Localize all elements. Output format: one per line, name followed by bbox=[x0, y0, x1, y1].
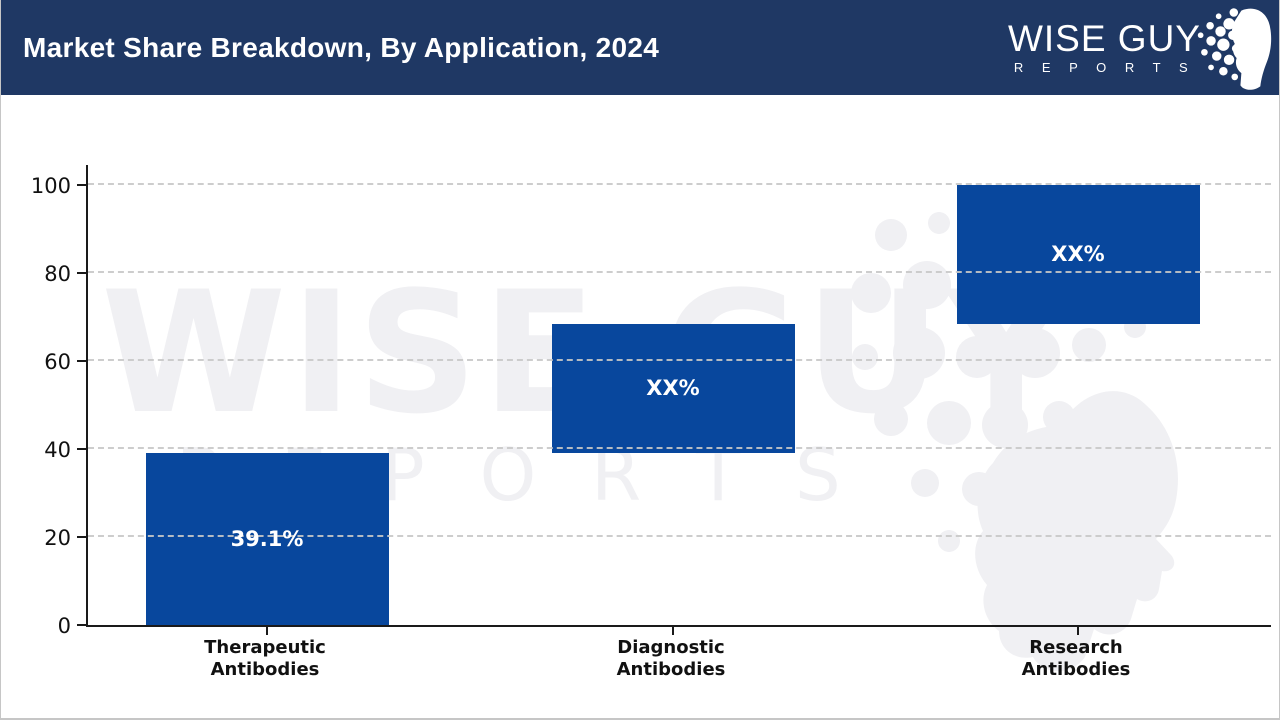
y-tickmark-0 bbox=[77, 624, 86, 626]
x-category-label-diagnostic: Diagnostic Antibodies bbox=[616, 637, 726, 680]
y-tickmark-60 bbox=[77, 360, 86, 362]
gridline-60 bbox=[88, 359, 1271, 361]
gridline-80 bbox=[88, 271, 1271, 273]
bar-research-antibodies: XX% bbox=[956, 185, 1200, 324]
chart-title: Market Share Breakdown, By Application, … bbox=[23, 31, 660, 63]
y-tickmark-20 bbox=[77, 536, 86, 538]
chart-region: WISE GUY R E P O R T S 0 20 4 bbox=[1, 95, 1279, 718]
y-tick-label-0: 0 bbox=[57, 613, 71, 638]
bar-value-label: XX% bbox=[1051, 242, 1105, 267]
x-category-label-research: Research Antibodies bbox=[1021, 637, 1131, 680]
logo-subtext: R E P O R T S bbox=[1013, 60, 1196, 75]
x-tickmark-2 bbox=[1077, 627, 1079, 635]
watermark-face-icon bbox=[851, 211, 1178, 672]
y-tickmark-100 bbox=[77, 184, 86, 186]
plot-area: 39.1% XX% XX% bbox=[77, 165, 1271, 635]
y-tick-label-80: 80 bbox=[44, 261, 71, 286]
logo-face-icon bbox=[1197, 7, 1272, 90]
y-tickmark-80 bbox=[77, 272, 86, 274]
gridline-20 bbox=[88, 535, 1271, 537]
logo-wordmark: WISE GUY bbox=[1007, 18, 1201, 59]
bar-value-label: XX% bbox=[646, 376, 700, 401]
y-tick-label-40: 40 bbox=[44, 437, 71, 462]
gridline-100 bbox=[88, 183, 1271, 185]
y-tick-label-20: 20 bbox=[44, 525, 71, 550]
bar-diagnostic-antibodies: XX% bbox=[551, 323, 795, 453]
x-tickmark-1 bbox=[672, 627, 674, 635]
x-category-label-therapeutic: Therapeutic Antibodies bbox=[204, 637, 326, 680]
y-tick-label-100: 100 bbox=[30, 173, 71, 198]
y-tickmark-40 bbox=[77, 448, 86, 450]
bar-therapeutic-antibodies: 39.1% bbox=[145, 452, 389, 625]
y-axis-labels: 0 20 40 60 80 100 bbox=[1, 165, 71, 638]
x-tickmark-0 bbox=[266, 627, 268, 635]
gridline-40 bbox=[88, 447, 1271, 449]
header: Market Share Breakdown, By Application, … bbox=[1, 0, 1279, 95]
bar-value-label: 39.1% bbox=[230, 526, 304, 551]
y-tick-label-60: 60 bbox=[44, 349, 71, 374]
wiseguy-logo: WISE GUY R E P O R T S bbox=[1008, 0, 1273, 95]
